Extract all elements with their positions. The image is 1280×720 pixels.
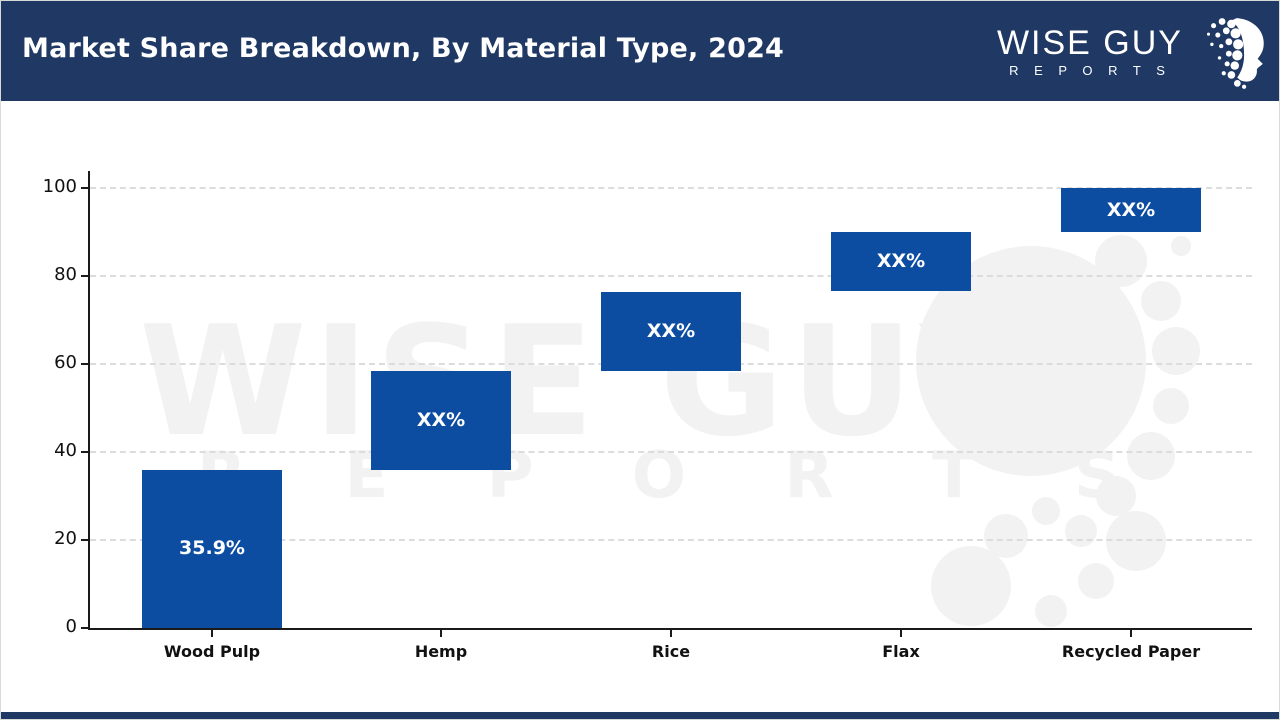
- y-tick-mark: [81, 275, 89, 277]
- logo-head-icon: [1206, 18, 1264, 89]
- x-category-label: Flax: [882, 642, 920, 661]
- wise-guy-logo: WISE GUY R E P O R T S: [996, 11, 1279, 93]
- gridline: [90, 539, 1252, 541]
- bar: XX%: [831, 232, 971, 292]
- x-category-label: Hemp: [414, 642, 468, 661]
- bar: XX%: [1061, 188, 1201, 232]
- gridline: [90, 275, 1252, 277]
- y-tick-label: 20: [54, 528, 77, 549]
- y-tick-mark: [81, 451, 89, 453]
- y-tick-label: 0: [65, 616, 77, 637]
- bar-value-label: XX%: [416, 408, 466, 431]
- bar: XX%: [601, 291, 741, 371]
- gridline: [90, 451, 1252, 453]
- bar-value-label: XX%: [1106, 199, 1156, 221]
- y-tick-label: 80: [54, 264, 77, 285]
- plot-area: WISE GUY R E P O R T S 0 20 40 60 80 100 35.9%…: [1, 101, 1279, 712]
- x-axis-line: [88, 628, 1252, 630]
- y-tick-label: 100: [42, 176, 77, 197]
- x-tick-mark: [1130, 630, 1132, 637]
- x-category-label: Rice: [651, 642, 691, 661]
- y-tick-mark: [81, 627, 89, 629]
- y-tick-mark: [81, 187, 89, 189]
- logo-wise-guy-text: WISE GUY: [996, 24, 1183, 63]
- x-category-label: Recycled Paper: [1061, 642, 1201, 661]
- bar-value-label: XX%: [646, 319, 696, 342]
- x-tick-mark: [900, 630, 902, 637]
- logo-reports-text: R E P O R T S: [1009, 62, 1171, 78]
- y-tick-label: 40: [54, 440, 77, 461]
- y-tick-mark: [81, 539, 89, 541]
- y-tick-label: 60: [54, 352, 77, 373]
- page-title: Market Share Breakdown, By Material Type…: [22, 32, 785, 64]
- header: Market Share Breakdown, By Material Type…: [1, 1, 1279, 101]
- watermark-wise-guy: WISE GUY: [139, 293, 1036, 470]
- gridline: [90, 187, 1252, 189]
- x-tick-mark: [670, 630, 672, 637]
- x-category-label: Wood Pulp: [163, 642, 261, 661]
- bar: 35.9%: [142, 470, 282, 628]
- x-tick-mark: [440, 630, 442, 637]
- bar-value-label: XX%: [876, 250, 926, 272]
- logo-text: WISE GUY R E P O R T S: [996, 24, 1183, 78]
- footer-bar: [1, 712, 1279, 719]
- bar-value-label: 35.9%: [179, 537, 245, 560]
- x-tick-mark: [211, 630, 213, 637]
- y-tick-mark: [81, 363, 89, 365]
- bar: XX%: [371, 370, 511, 471]
- y-axis-line: [88, 171, 90, 630]
